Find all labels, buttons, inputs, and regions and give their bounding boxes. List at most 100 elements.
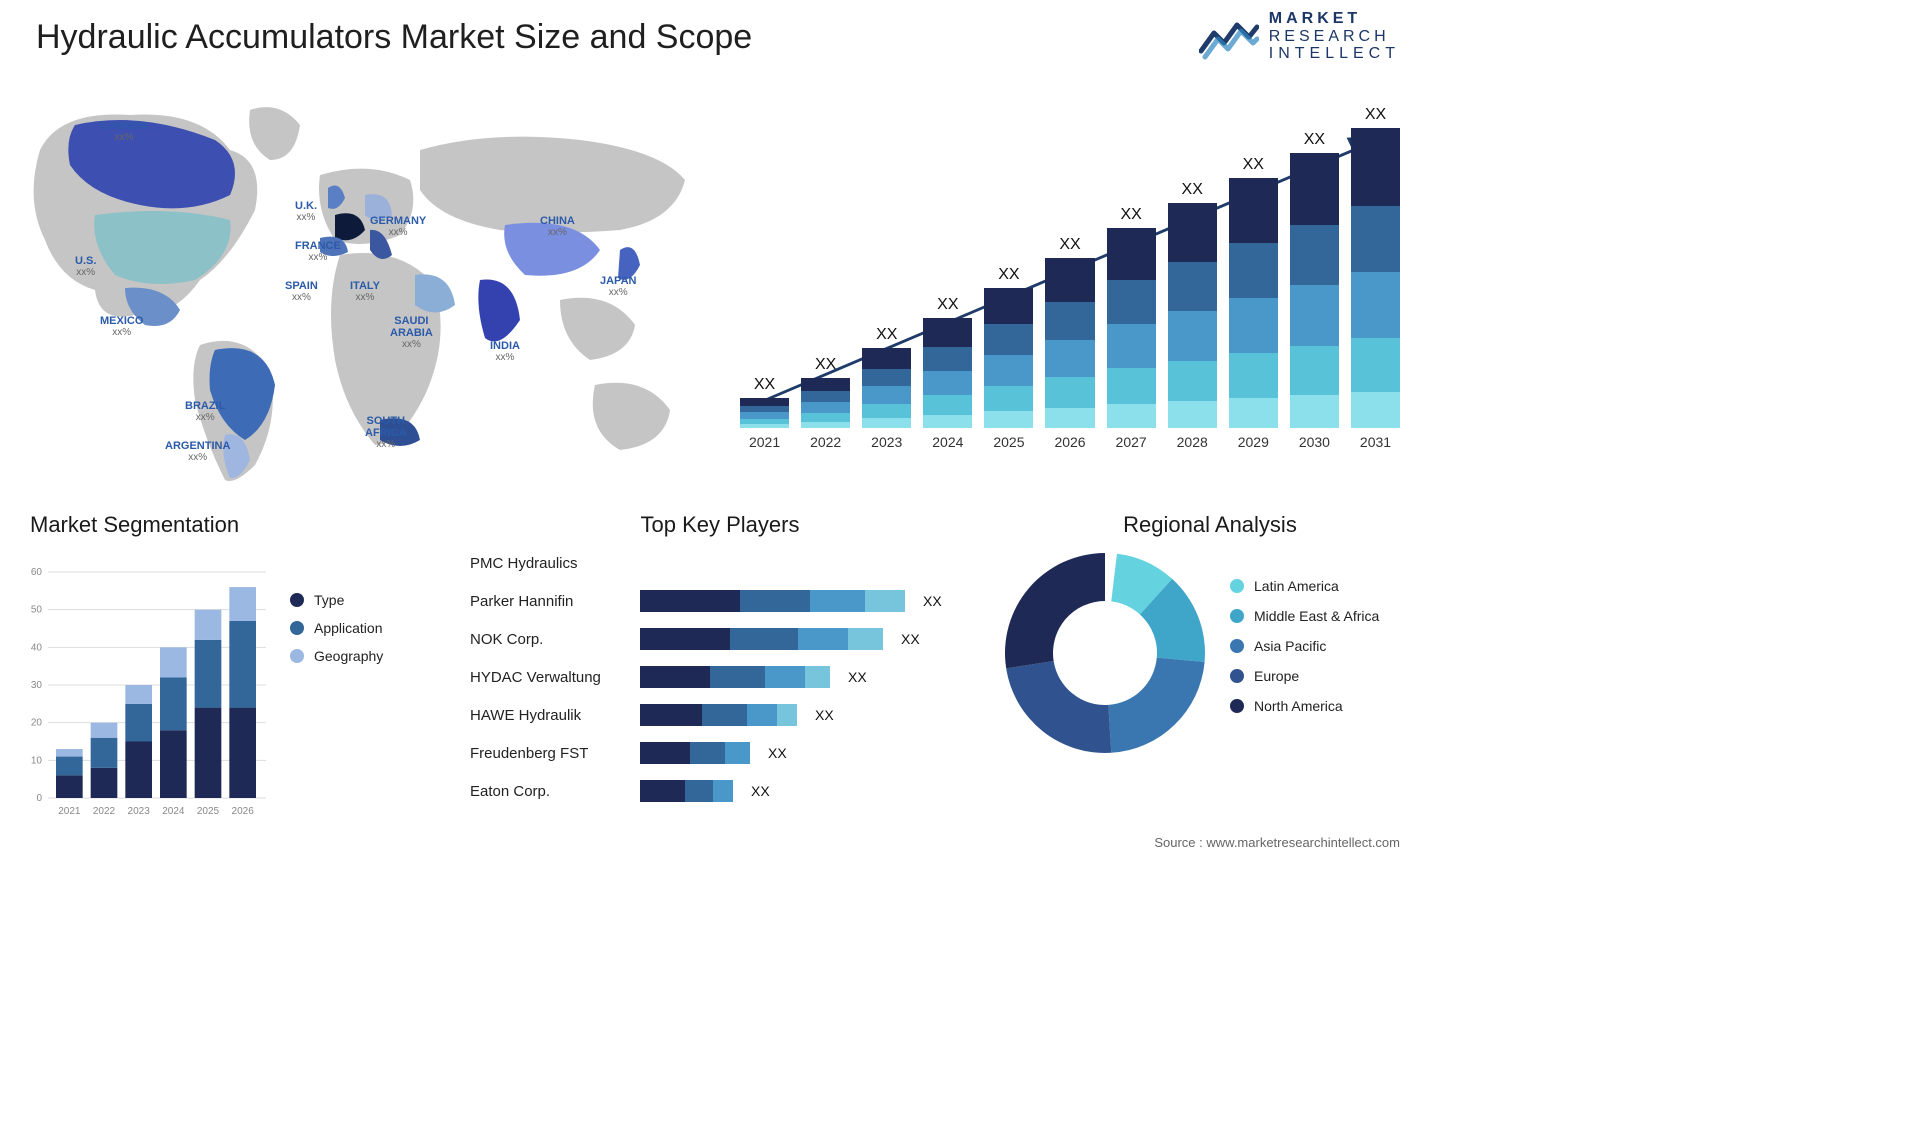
tkp-label: PMC Hydraulics bbox=[470, 555, 630, 572]
growth-seg bbox=[1045, 377, 1094, 408]
growth-seg bbox=[1290, 285, 1339, 346]
seg-bar bbox=[229, 708, 256, 798]
growth-year-label: 2027 bbox=[1116, 434, 1147, 450]
tkp-bar bbox=[640, 742, 750, 764]
growth-seg bbox=[923, 415, 972, 428]
tkp-row: Freudenberg FST XX bbox=[470, 738, 970, 768]
svg-text:2026: 2026 bbox=[232, 806, 255, 817]
regional-legend-item: Europe bbox=[1230, 668, 1379, 684]
growth-seg bbox=[1045, 258, 1094, 302]
growth-year-label: 2021 bbox=[749, 434, 780, 450]
seg-bar bbox=[195, 640, 222, 708]
growth-seg bbox=[1107, 368, 1156, 404]
growth-seg bbox=[1351, 338, 1400, 392]
growth-seg bbox=[984, 324, 1033, 355]
growth-seg bbox=[862, 369, 911, 387]
growth-seg bbox=[1290, 153, 1339, 225]
growth-seg bbox=[1290, 225, 1339, 286]
map-label-brazil: BRAZILxx% bbox=[185, 400, 225, 423]
tkp-bar bbox=[640, 590, 905, 612]
growth-seg bbox=[740, 406, 789, 413]
tkp-value: XX bbox=[901, 631, 920, 647]
regional-donut bbox=[1000, 548, 1210, 758]
growth-seg bbox=[1290, 346, 1339, 396]
growth-value-label: XX bbox=[1182, 181, 1203, 199]
svg-text:2022: 2022 bbox=[93, 806, 116, 817]
growth-bar-2022: XX2022 bbox=[801, 356, 850, 450]
map-saudi bbox=[415, 274, 455, 312]
growth-bar-2031: XX2031 bbox=[1351, 106, 1400, 450]
growth-seg bbox=[862, 404, 911, 418]
growth-value-label: XX bbox=[1243, 156, 1264, 174]
growth-seg bbox=[801, 402, 850, 413]
growth-bar-2021: XX2021 bbox=[740, 376, 789, 450]
growth-seg bbox=[1045, 302, 1094, 339]
growth-year-label: 2026 bbox=[1054, 434, 1085, 450]
growth-seg bbox=[1168, 361, 1217, 402]
map-india bbox=[478, 280, 520, 342]
svg-text:50: 50 bbox=[31, 605, 43, 616]
growth-bar-2026: XX2026 bbox=[1045, 236, 1094, 450]
tkp-value: XX bbox=[768, 745, 787, 761]
growth-value-label: XX bbox=[1120, 206, 1141, 224]
seg-bar bbox=[229, 621, 256, 708]
tkp-label: NOK Corp. bbox=[470, 631, 630, 648]
growth-seg bbox=[1229, 243, 1278, 298]
tkp-row: NOK Corp. XX bbox=[470, 624, 970, 654]
growth-seg bbox=[1351, 272, 1400, 338]
growth-seg bbox=[923, 371, 972, 395]
seg-bar bbox=[125, 704, 152, 742]
growth-value-label: XX bbox=[1304, 131, 1325, 149]
regional-legend-item: Latin America bbox=[1230, 578, 1379, 594]
tkp-title: Top Key Players bbox=[470, 512, 970, 538]
growth-year-label: 2024 bbox=[932, 434, 963, 450]
regional-legend-item: North America bbox=[1230, 698, 1379, 714]
growth-value-label: XX bbox=[876, 326, 897, 344]
svg-text:30: 30 bbox=[31, 680, 43, 691]
tkp-label: Freudenberg FST bbox=[470, 745, 630, 762]
growth-seg bbox=[740, 412, 789, 419]
growth-seg bbox=[801, 422, 850, 428]
segmentation-panel: Market Segmentation 01020304050602021202… bbox=[20, 512, 440, 832]
growth-seg bbox=[1107, 324, 1156, 368]
map-label-italy: ITALYxx% bbox=[350, 280, 380, 303]
seg-bar bbox=[91, 768, 118, 798]
map-label-japan: JAPANxx% bbox=[600, 275, 636, 298]
map-label-spain: SPAINxx% bbox=[285, 280, 318, 303]
growth-chart: XX2021XX2022XX2023XX2024XX2025XX2026XX20… bbox=[740, 100, 1400, 480]
growth-seg bbox=[984, 355, 1033, 386]
growth-year-label: 2030 bbox=[1299, 434, 1330, 450]
seg-legend-item: Type bbox=[290, 592, 383, 608]
growth-seg bbox=[923, 347, 972, 371]
growth-bar-2029: XX 2029 bbox=[1229, 156, 1278, 450]
logo-line1: MARKET bbox=[1269, 10, 1400, 28]
page-title: Hydraulic Accumulators Market Size and S… bbox=[36, 18, 752, 57]
tkp-row: PMC Hydraulics bbox=[470, 548, 970, 578]
seg-bar bbox=[56, 775, 83, 798]
map-label-southafrica: SOUTHAFRICAxx% bbox=[365, 415, 407, 450]
logo-line3: INTELLECT bbox=[1269, 45, 1400, 63]
growth-seg bbox=[984, 411, 1033, 428]
tkp-bar bbox=[640, 628, 883, 650]
world-map: CANADAxx%U.S.xx%MEXICOxx%BRAZILxx%ARGENT… bbox=[20, 80, 710, 490]
growth-seg bbox=[1351, 206, 1400, 272]
growth-year-label: 2029 bbox=[1238, 434, 1269, 450]
tkp-label: Parker Hannifin bbox=[470, 593, 630, 610]
logo-icon bbox=[1199, 11, 1259, 61]
svg-text:2021: 2021 bbox=[58, 806, 81, 817]
regional-title: Regional Analysis bbox=[1000, 512, 1420, 538]
tkp-bar bbox=[640, 780, 733, 802]
map-label-mexico: MEXICOxx% bbox=[100, 315, 143, 338]
svg-text:2024: 2024 bbox=[162, 806, 185, 817]
map-label-saudiarabia: SAUDIARABIAxx% bbox=[390, 315, 433, 350]
growth-seg bbox=[1290, 395, 1339, 428]
growth-seg bbox=[1229, 298, 1278, 353]
logo-line2: RESEARCH bbox=[1269, 28, 1400, 46]
regional-legend-item: Middle East & Africa bbox=[1230, 608, 1379, 624]
brand-logo: MARKET RESEARCH INTELLECT bbox=[1199, 10, 1400, 63]
seg-bar bbox=[195, 708, 222, 798]
growth-seg bbox=[923, 395, 972, 415]
seg-bar bbox=[125, 685, 152, 704]
svg-text:0: 0 bbox=[36, 793, 42, 804]
growth-seg bbox=[862, 418, 911, 428]
